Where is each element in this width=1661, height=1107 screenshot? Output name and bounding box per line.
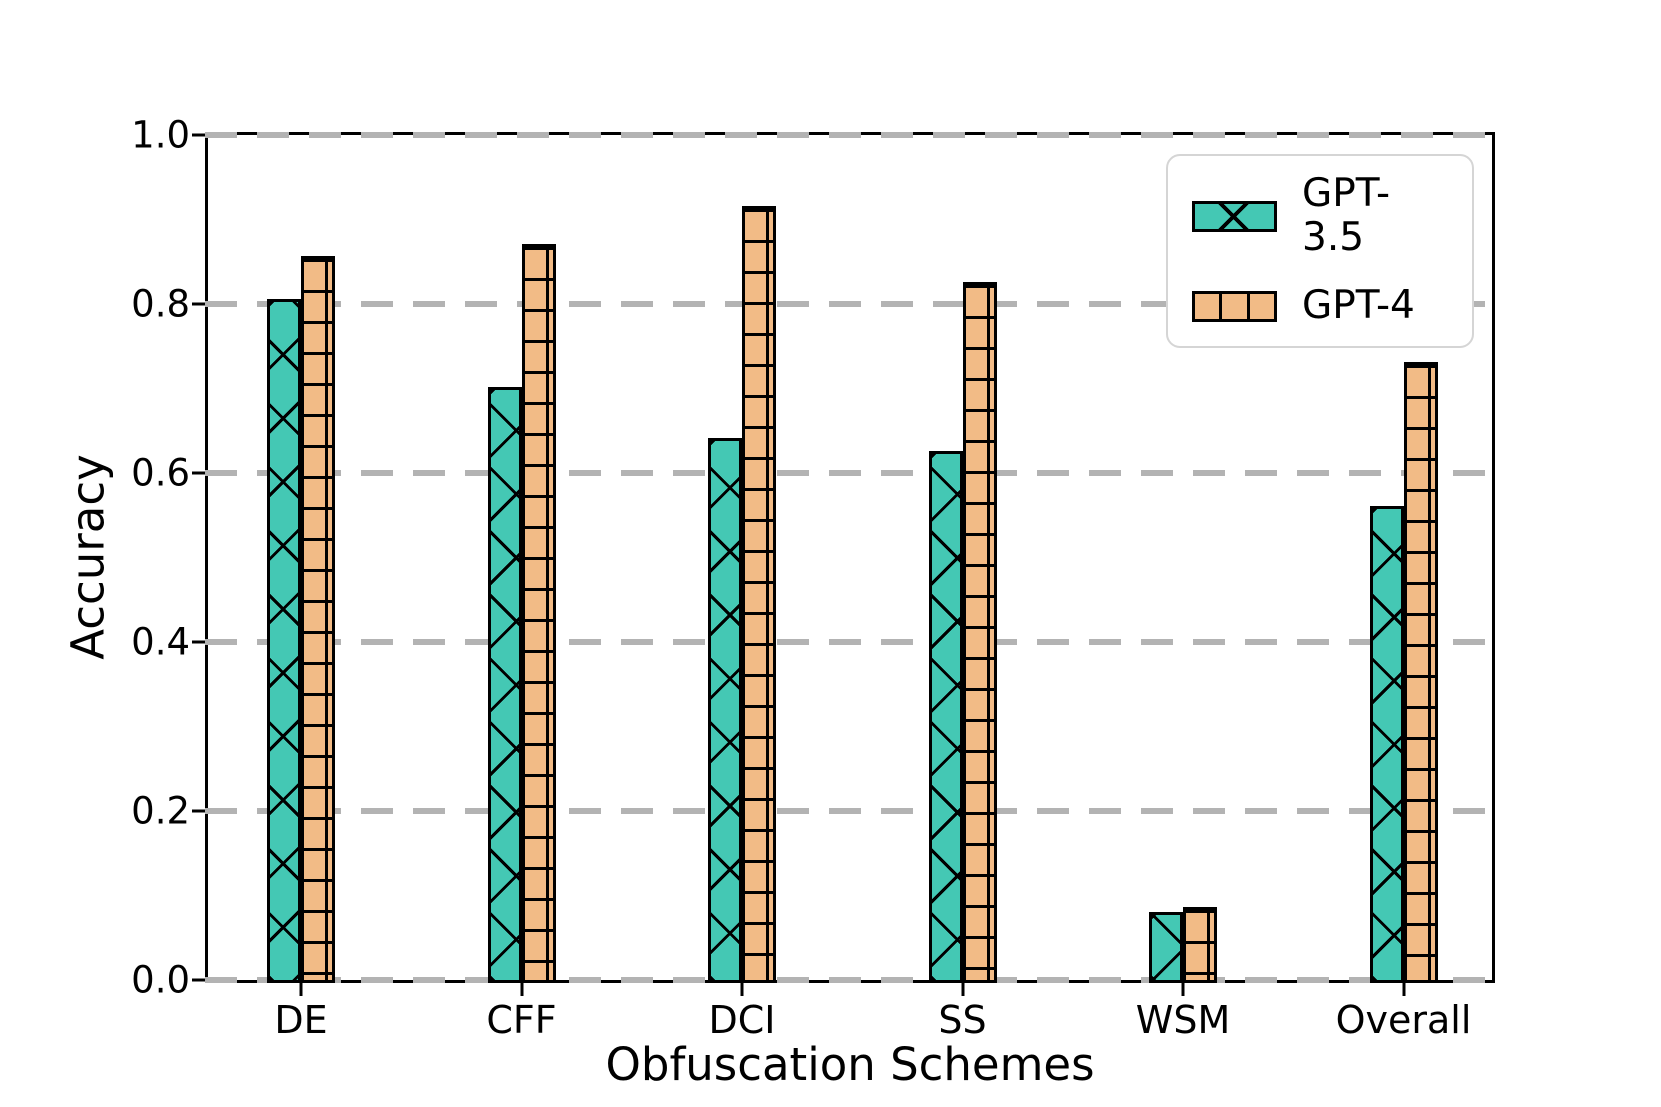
y-tick-mark-0.6 [192,471,205,475]
gridline-0.0 [205,977,1495,983]
x-tick-label-overall: Overall [1335,998,1472,1042]
x-tick-label-dci: DCI [708,998,776,1042]
x-tick-mark-overall [1402,983,1405,996]
y-tick-mark-0.0 [192,978,205,982]
gridline-1.0 [205,132,1495,138]
bar-gpt-3-5-ss [928,451,963,983]
bar-gpt-4-ss [962,282,997,983]
bar-gpt-4-wsm [1183,907,1217,983]
y-tick-label-0.4: 0.4 [131,620,190,664]
plot-area: GPT-3.5 GPT-4 [205,132,1495,983]
bar-gpt-3-5-overall [1369,506,1404,983]
y-tick-mark-0.8 [192,302,205,306]
y-tick-mark-0.2 [192,809,205,813]
x-tick-mark-dci [740,983,744,996]
bar-gpt-4-overall [1403,362,1438,983]
legend-label-gpt-3-5: GPT-3.5 [1302,171,1391,260]
y-tick-label-0.2: 0.2 [131,789,190,833]
bar-gpt-3-5-cff [487,387,522,983]
x-tick-label-ss: SS [938,998,987,1042]
x-tick-mark-de [299,983,303,996]
bar-gpt-4-dci [742,206,776,983]
y-tick-label-0.8: 0.8 [131,282,190,326]
bar-gpt-3-5-de [267,299,301,983]
bar-gpt-3-5-wsm [1149,912,1183,983]
legend-item-gpt-3-5: GPT-3.5 [1192,172,1448,260]
y-tick-mark-1.0 [192,133,205,137]
y-tick-label-0.0: 0.0 [131,958,190,1002]
bar-gpt-4-de [301,256,335,983]
x-tick-mark-wsm [1181,983,1185,996]
x-tick-mark-ss [961,983,964,996]
gridline-0.8 [205,301,1495,307]
y-tick-mark-0.4 [192,640,205,644]
x-tick-label-de: DE [274,998,328,1042]
legend: GPT-3.5 GPT-4 [1166,154,1474,348]
y-tick-label-1.0: 1.0 [131,113,190,157]
legend-swatch-gpt-3-5 [1192,200,1277,232]
legend-swatch-gpt-4 [1192,290,1277,322]
bar-gpt-4-cff [521,244,556,983]
gridline-0.2 [205,808,1495,814]
x-tick-label-wsm: WSM [1135,998,1231,1042]
y-tick-label-0.6: 0.6 [131,451,190,495]
x-axis-label: Obfuscation Schemes [605,1038,1095,1091]
bar-gpt-3-5-dci [708,438,742,983]
gridline-0.6 [205,470,1495,476]
gridline-0.4 [205,639,1495,645]
legend-label-gpt-4: GPT-4 [1302,283,1415,328]
legend-item-gpt-4: GPT-4 [1192,284,1448,328]
x-tick-mark-cff [520,983,523,996]
x-tick-label-cff: CFF [486,998,557,1042]
